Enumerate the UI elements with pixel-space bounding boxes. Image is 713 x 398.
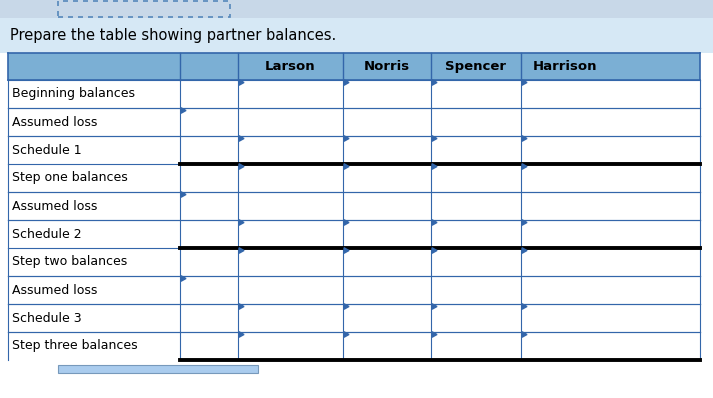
Bar	[8, 304, 700, 332]
Text: Step one balances: Step one balances	[12, 172, 128, 185]
Bar	[0, 18, 713, 53]
Bar	[8, 136, 700, 164]
Text: Beginning balances: Beginning balances	[12, 88, 135, 101]
Polygon shape	[432, 304, 437, 309]
Polygon shape	[239, 248, 244, 253]
Polygon shape	[239, 136, 244, 141]
Text: Step two balances: Step two balances	[12, 256, 127, 269]
Polygon shape	[344, 220, 349, 225]
Text: Step three balances: Step three balances	[12, 339, 138, 353]
Text: Assumed loss: Assumed loss	[12, 115, 98, 129]
Bar	[8, 53, 700, 80]
Polygon shape	[432, 80, 437, 85]
Text: Schedule 1: Schedule 1	[12, 144, 81, 156]
Polygon shape	[522, 136, 527, 141]
Polygon shape	[239, 332, 244, 337]
Polygon shape	[239, 164, 244, 169]
Bar	[8, 108, 700, 136]
Polygon shape	[432, 248, 437, 253]
Text: Assumed loss: Assumed loss	[12, 283, 98, 297]
Polygon shape	[522, 304, 527, 309]
Polygon shape	[344, 248, 349, 253]
Text: Assumed loss: Assumed loss	[12, 199, 98, 213]
Bar	[8, 332, 700, 360]
Polygon shape	[432, 164, 437, 169]
Bar	[8, 248, 700, 276]
Polygon shape	[239, 80, 244, 85]
Polygon shape	[181, 276, 186, 281]
Polygon shape	[181, 192, 186, 197]
Bar	[0, 0, 713, 18]
Bar	[58, 365, 258, 373]
Text: Harrison: Harrison	[532, 60, 597, 73]
Text: Schedule 3: Schedule 3	[12, 312, 81, 324]
Polygon shape	[344, 164, 349, 169]
Text: Spencer: Spencer	[446, 60, 506, 73]
Polygon shape	[344, 304, 349, 309]
Polygon shape	[522, 248, 527, 253]
Text: Larson: Larson	[265, 60, 316, 73]
Text: Norris: Norris	[364, 60, 410, 73]
Polygon shape	[522, 80, 527, 85]
Text: Prepare the table showing partner balances.: Prepare the table showing partner balanc…	[10, 28, 337, 43]
Bar	[8, 192, 700, 220]
Polygon shape	[239, 304, 244, 309]
Polygon shape	[432, 220, 437, 225]
Polygon shape	[181, 108, 186, 113]
Polygon shape	[344, 80, 349, 85]
Polygon shape	[344, 136, 349, 141]
Polygon shape	[432, 332, 437, 337]
Text: Schedule 2: Schedule 2	[12, 228, 81, 240]
Polygon shape	[239, 220, 244, 225]
Polygon shape	[432, 136, 437, 141]
Polygon shape	[522, 220, 527, 225]
Polygon shape	[522, 332, 527, 337]
Polygon shape	[344, 332, 349, 337]
Bar	[8, 80, 700, 108]
Polygon shape	[522, 164, 527, 169]
Bar	[8, 276, 700, 304]
Bar	[8, 220, 700, 248]
Bar	[8, 164, 700, 192]
